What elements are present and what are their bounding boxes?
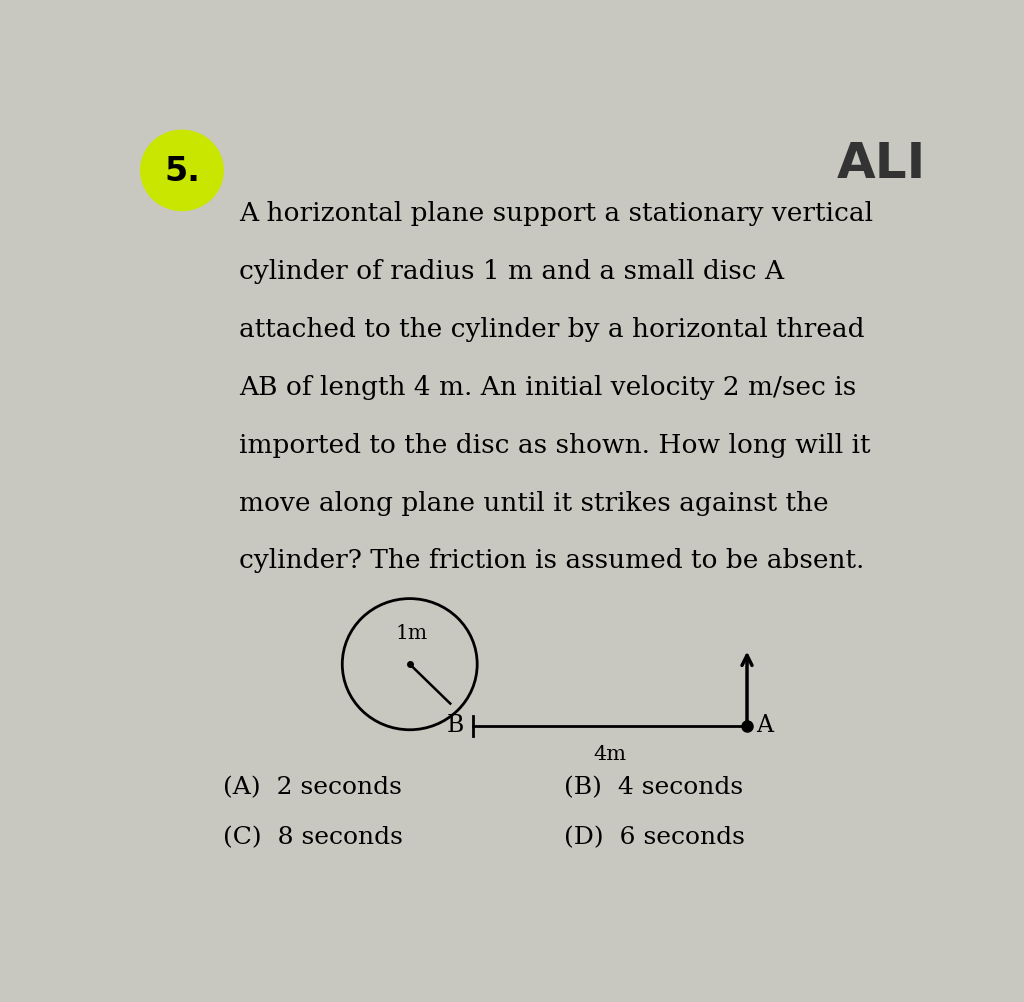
Text: attached to the cylinder by a horizontal thread: attached to the cylinder by a horizontal… <box>240 317 864 342</box>
Text: 4m: 4m <box>594 745 627 765</box>
Text: 5.: 5. <box>164 154 200 187</box>
Text: ALI: ALI <box>837 139 926 187</box>
Text: (B)  4 seconds: (B) 4 seconds <box>564 777 743 800</box>
Text: 1m: 1m <box>395 623 428 642</box>
Text: (D)  6 seconds: (D) 6 seconds <box>564 827 745 850</box>
Text: B: B <box>446 714 464 737</box>
Text: cylinder of radius 1 m and a small disc A: cylinder of radius 1 m and a small disc … <box>240 260 784 285</box>
Text: imported to the disc as shown. How long will it: imported to the disc as shown. How long … <box>240 433 870 458</box>
Text: (A)  2 seconds: (A) 2 seconds <box>223 777 402 800</box>
Text: move along plane until it strikes against the: move along plane until it strikes agains… <box>240 491 828 516</box>
Circle shape <box>140 130 223 210</box>
Text: (C)  8 seconds: (C) 8 seconds <box>223 827 403 850</box>
Text: AB of length 4 m. An initial velocity 2 m/sec is: AB of length 4 m. An initial velocity 2 … <box>240 375 856 400</box>
Text: cylinder? The friction is assumed to be absent.: cylinder? The friction is assumed to be … <box>240 548 864 573</box>
Text: A horizontal plane support a stationary vertical: A horizontal plane support a stationary … <box>240 201 873 226</box>
Text: A: A <box>757 714 773 737</box>
